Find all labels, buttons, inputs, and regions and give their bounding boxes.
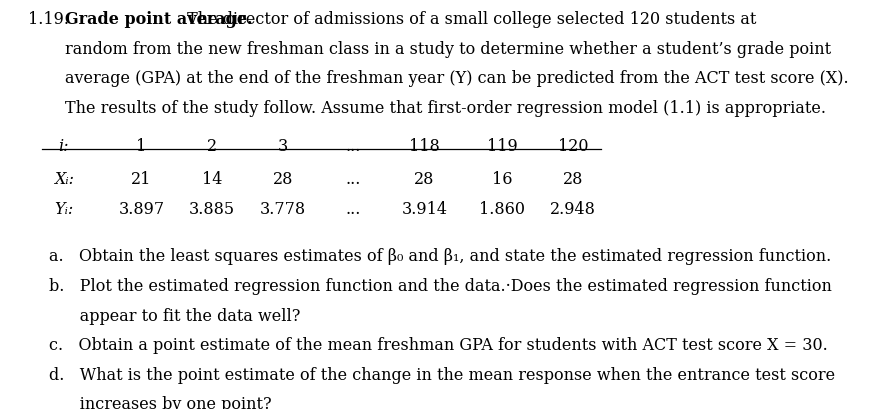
Text: 2: 2: [207, 138, 217, 155]
Text: 3.897: 3.897: [118, 201, 164, 218]
Text: random from the new freshman class in a study to determine whether a student’s g: random from the new freshman class in a …: [65, 40, 831, 58]
Text: ...: ...: [346, 138, 361, 155]
Text: Xᵢ:: Xᵢ:: [53, 171, 74, 188]
Text: 3.778: 3.778: [260, 201, 306, 218]
Text: Grade point average.: Grade point average.: [65, 11, 253, 28]
Text: Yᵢ:: Yᵢ:: [54, 201, 74, 218]
Text: 3: 3: [277, 138, 288, 155]
Text: c.   Obtain a point estimate of the mean freshman GPA for students with ACT test: c. Obtain a point estimate of the mean f…: [50, 337, 829, 354]
Text: i:: i:: [59, 138, 69, 155]
Text: 3.914: 3.914: [402, 201, 447, 218]
Text: 1.860: 1.860: [479, 201, 525, 218]
Text: increases by one point?: increases by one point?: [50, 396, 272, 409]
Text: 1.19.: 1.19.: [28, 11, 69, 28]
Text: d.   What is the point estimate of the change in the mean response when the entr: d. What is the point estimate of the cha…: [50, 367, 836, 384]
Text: 120: 120: [557, 138, 588, 155]
Text: ...: ...: [346, 171, 361, 188]
Text: a.   Obtain the least squares estimates of β₀ and β₁, and state the estimated re: a. Obtain the least squares estimates of…: [50, 248, 832, 265]
Text: b.   Plot the estimated regression function and the data.·Does the estimated reg: b. Plot the estimated regression functio…: [50, 278, 832, 295]
Text: 21: 21: [131, 171, 151, 188]
Text: 14: 14: [202, 171, 222, 188]
Text: 119: 119: [487, 138, 517, 155]
Text: 28: 28: [414, 171, 435, 188]
Text: 3.885: 3.885: [189, 201, 235, 218]
Text: 118: 118: [409, 138, 439, 155]
Text: The results of the study follow. Assume that first-order regression model (1.1) : The results of the study follow. Assume …: [65, 100, 826, 117]
Text: 16: 16: [492, 171, 512, 188]
Text: 28: 28: [273, 171, 293, 188]
Text: average (GPA) at the end of the freshman year (Y) can be predicted from the ACT : average (GPA) at the end of the freshman…: [65, 70, 849, 87]
Text: 2.948: 2.948: [550, 201, 596, 218]
Text: 1: 1: [136, 138, 146, 155]
Text: ...: ...: [346, 201, 361, 218]
Text: The director of admissions of a small college selected 120 students at: The director of admissions of a small co…: [182, 11, 756, 28]
Text: 28: 28: [563, 171, 583, 188]
Text: appear to fit the data well?: appear to fit the data well?: [50, 308, 301, 324]
